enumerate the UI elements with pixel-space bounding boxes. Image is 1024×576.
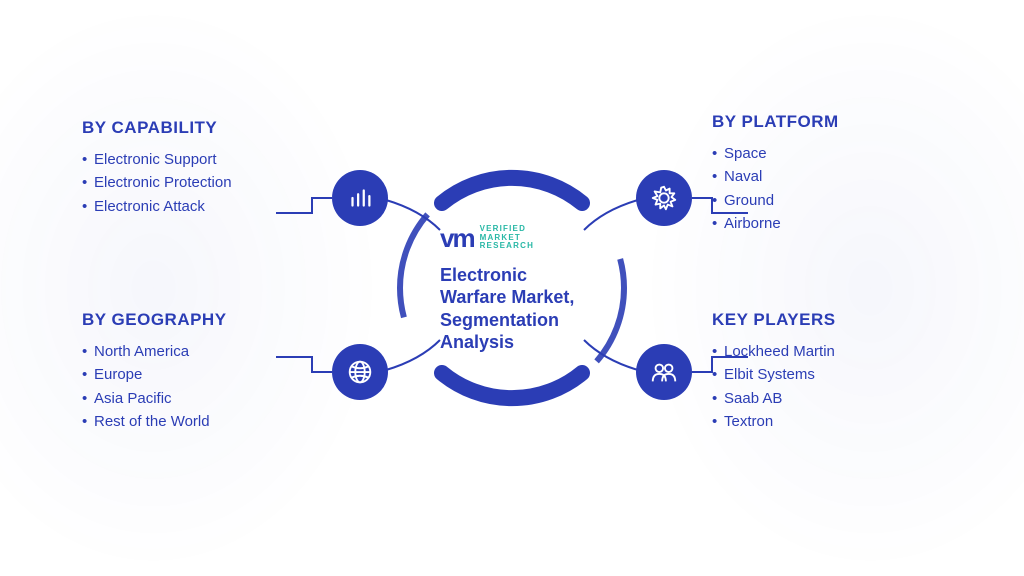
globe-icon: [332, 344, 388, 400]
segment-list: Space Naval Ground Airborne: [712, 142, 972, 235]
center-circle: vm VERIFIED MARKET RESEARCH Electronic W…: [382, 158, 642, 418]
list-item: Elbit Systems: [712, 363, 972, 386]
list-item: Airborne: [712, 212, 972, 235]
list-item: Rest of the World: [82, 410, 342, 433]
gear-icon: [636, 170, 692, 226]
segment-heading: BY GEOGRAPHY: [82, 310, 342, 330]
list-item: Space: [712, 142, 972, 165]
segment-list: North America Europe Asia Pacific Rest o…: [82, 340, 342, 433]
logo: vm VERIFIED MARKET RESEARCH: [440, 223, 534, 254]
segment-heading: BY PLATFORM: [712, 112, 972, 132]
bar-chart-icon: [332, 170, 388, 226]
segment-key-players: KEY PLAYERS Lockheed Martin Elbit System…: [712, 310, 972, 433]
list-item: Naval: [712, 165, 972, 188]
people-icon: [636, 344, 692, 400]
logo-line-3: RESEARCH: [480, 242, 535, 251]
list-item: Electronic Attack: [82, 195, 342, 218]
list-item: Lockheed Martin: [712, 340, 972, 363]
list-item: Electronic Support: [82, 148, 342, 171]
list-item: Textron: [712, 410, 972, 433]
logo-text: VERIFIED MARKET RESEARCH: [480, 225, 535, 251]
logo-mark: vm: [440, 223, 474, 254]
list-item: Ground: [712, 189, 972, 212]
list-item: Asia Pacific: [82, 387, 342, 410]
list-item: North America: [82, 340, 342, 363]
list-item: Electronic Protection: [82, 171, 342, 194]
infographic-stage: vm VERIFIED MARKET RESEARCH Electronic W…: [0, 0, 1024, 576]
segment-heading: KEY PLAYERS: [712, 310, 972, 330]
segment-heading: BY CAPABILITY: [82, 118, 342, 138]
segment-list: Electronic Support Electronic Protection…: [82, 148, 342, 218]
list-item: Saab AB: [712, 387, 972, 410]
segment-geography: BY GEOGRAPHY North America Europe Asia P…: [82, 310, 342, 433]
segment-capability: BY CAPABILITY Electronic Support Electro…: [82, 118, 342, 218]
center-title: Electronic Warfare Market, Segmentation …: [440, 264, 592, 354]
center-content: vm VERIFIED MARKET RESEARCH Electronic W…: [412, 188, 612, 388]
segment-list: Lockheed Martin Elbit Systems Saab AB Te…: [712, 340, 972, 433]
list-item: Europe: [82, 363, 342, 386]
segment-platform: BY PLATFORM Space Naval Ground Airborne: [712, 112, 972, 235]
